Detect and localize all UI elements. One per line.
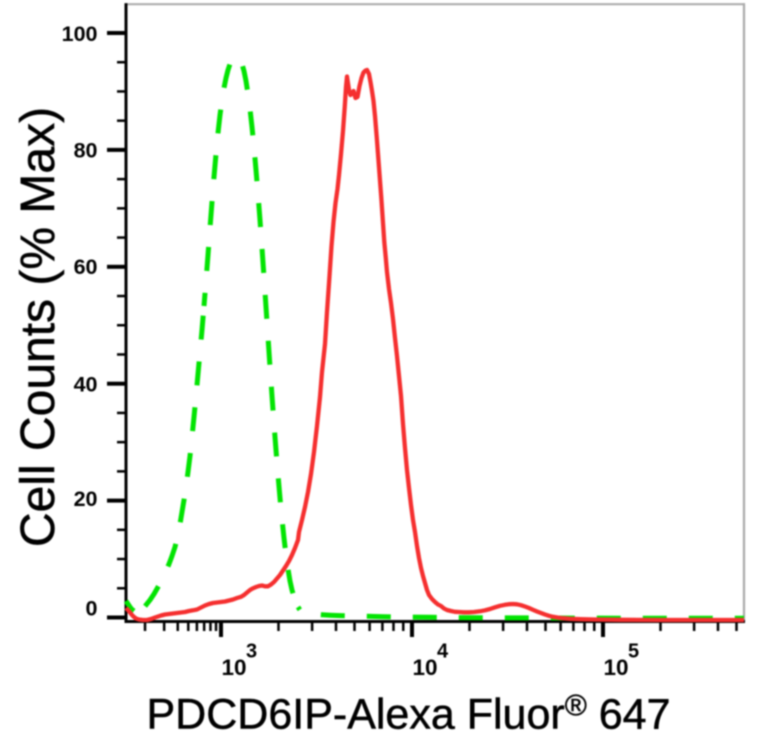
svg-text:5: 5: [628, 641, 639, 663]
svg-text:PDCD6IP-Alexa Fluor® 647: PDCD6IP-Alexa Fluor® 647: [147, 690, 671, 739]
svg-text:3: 3: [246, 641, 257, 663]
svg-text:4: 4: [437, 641, 449, 663]
svg-text:40: 40: [74, 372, 98, 396]
svg-text:20: 20: [74, 487, 98, 511]
svg-text:100: 100: [62, 22, 98, 46]
svg-text:10: 10: [222, 655, 247, 680]
svg-text:80: 80: [74, 138, 98, 162]
svg-text:60: 60: [74, 255, 98, 279]
svg-text:10: 10: [413, 655, 438, 680]
svg-text:Cell Counts (% Max): Cell Counts (% Max): [12, 107, 65, 547]
svg-text:10: 10: [604, 655, 629, 680]
svg-text:0: 0: [86, 596, 98, 620]
